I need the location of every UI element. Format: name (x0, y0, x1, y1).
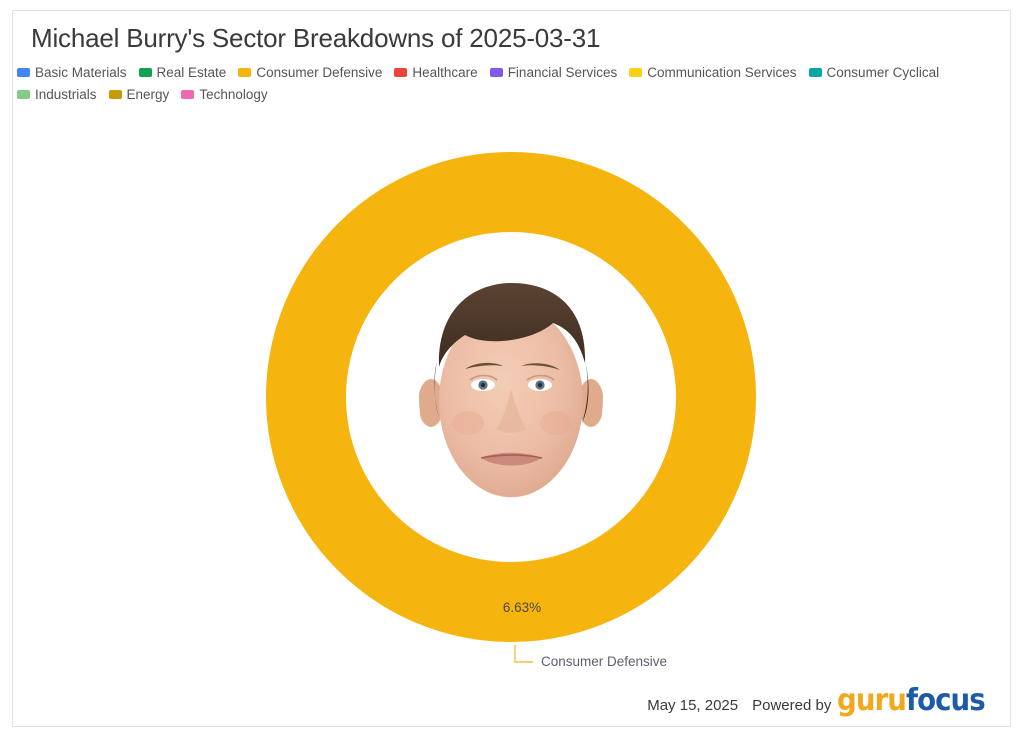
legend-item-label: Consumer Defensive (256, 64, 383, 80)
footer-powered-by-label: Powered by (752, 697, 832, 714)
legend-item-basic-materials[interactable]: Basic Materials (17, 65, 127, 80)
legend-swatch-icon (181, 89, 195, 99)
legend-row: Industrials Energy Technology (15, 83, 1005, 105)
legend-item-consumer-cyclical[interactable]: Consumer Cyclical (808, 64, 940, 80)
legend-row: Basic Materials Real Estate Consumer Def… (15, 61, 1005, 83)
legend-swatch-icon (17, 89, 30, 99)
chart-card: Michael Burry's Sector Breakdowns of 202… (12, 10, 1011, 727)
legend-item-consumer-defensive[interactable]: Consumer Defensive (238, 65, 382, 80)
logo-text-focus: focus (906, 683, 986, 718)
legend-item-real-estate[interactable]: Real Estate (138, 64, 227, 80)
leader-line (514, 645, 533, 663)
legend-swatch-icon (17, 67, 30, 77)
donut-slice-consumer-defensive[interactable] (266, 152, 756, 642)
legend-item-technology[interactable]: Technology (181, 86, 268, 102)
page-title: Michael Burry's Sector Breakdowns of 202… (31, 23, 601, 53)
legend-item-healthcare[interactable]: Healthcare (394, 64, 478, 80)
slice-percentage-label: 6.63% (503, 600, 541, 615)
legend-item-communication-services[interactable]: Communication Services (629, 64, 797, 80)
legend-item-energy[interactable]: Energy (108, 86, 170, 102)
chart-legend: Basic Materials Real Estate Consumer Def… (15, 61, 1005, 105)
donut-chart: 6.63% Consumer Defensive (266, 152, 756, 669)
legend-item-label: Financial Services (507, 64, 618, 80)
logo-text-guru: guru (837, 683, 907, 718)
legend-swatch-icon (238, 67, 252, 77)
legend-swatch-icon (108, 89, 122, 99)
legend-item-label: Industrials (35, 86, 97, 102)
legend-item-financial-services[interactable]: Financial Services (489, 64, 618, 80)
legend-swatch-icon (489, 67, 503, 77)
legend-item-label: Energy (126, 86, 170, 102)
legend-item-label: Real Estate (156, 64, 227, 80)
chart-footer: May 15, 2025 Powered by gurufocus (647, 686, 998, 716)
legend-item-industrials[interactable]: Industrials (17, 87, 97, 102)
legend-item-label: Basic Materials (35, 64, 127, 80)
legend-item-label: Healthcare (412, 64, 478, 80)
legend-item-label: Communication Services (647, 64, 797, 80)
legend-swatch-icon (138, 67, 152, 77)
gurufocus-logo[interactable]: gurufocus (837, 683, 986, 718)
slice-callout-label: Consumer Defensive (541, 654, 667, 669)
legend-item-label: Consumer Cyclical (826, 64, 940, 80)
legend-swatch-icon (629, 67, 643, 77)
legend-swatch-icon (808, 67, 822, 77)
center-portrait-image (419, 278, 603, 514)
footer-date: May 15, 2025 (647, 697, 739, 714)
legend-swatch-icon (394, 67, 408, 77)
legend-item-label: Technology (199, 86, 268, 102)
